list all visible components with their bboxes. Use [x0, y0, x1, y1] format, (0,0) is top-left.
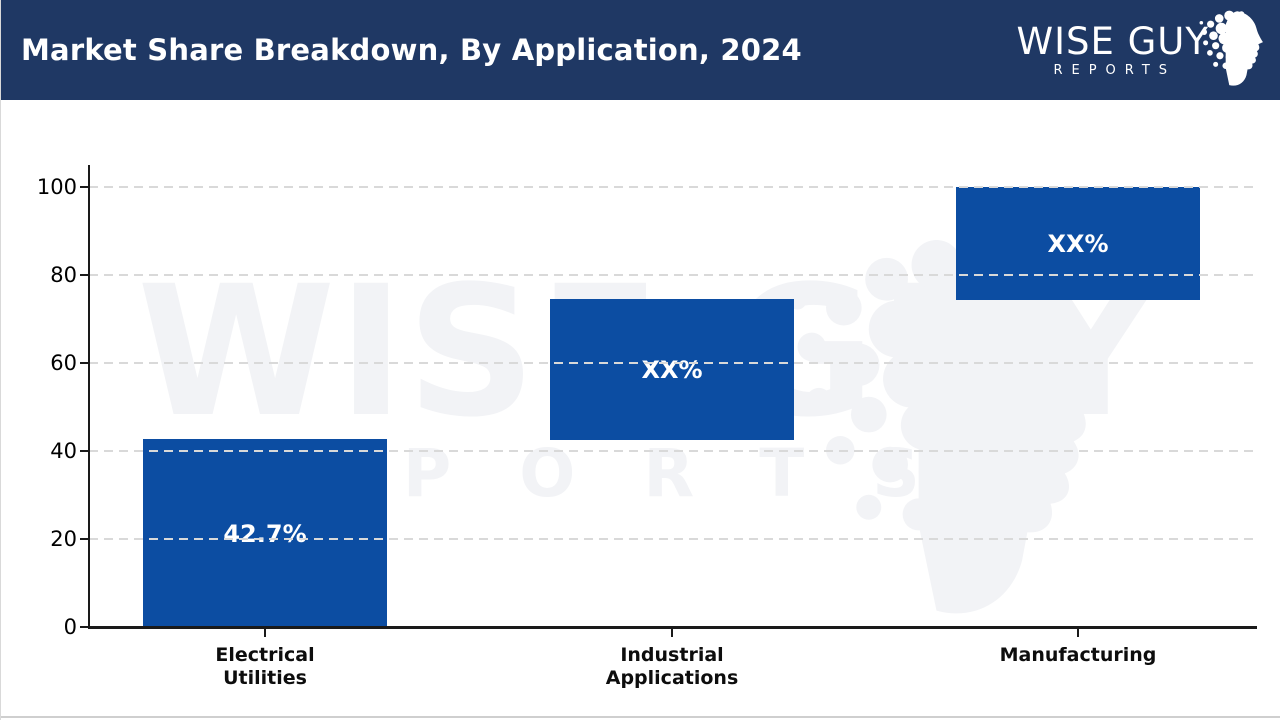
x-tick-mark: [671, 629, 673, 637]
y-tick-mark: [80, 538, 89, 540]
bar-value-label: 42.7%: [223, 519, 307, 548]
chart-title: Market Share Breakdown, By Application, …: [21, 33, 802, 67]
bar-segment: XX%: [550, 299, 794, 441]
y-tick-mark: [80, 186, 89, 188]
image-bottom-border: [1, 716, 1280, 718]
y-axis-spine: [88, 165, 90, 629]
x-category-label: Electrical Utilities: [215, 644, 315, 689]
y-tick-label: 20: [50, 527, 77, 551]
y-gridline: [89, 362, 1254, 364]
y-tick-label: 80: [50, 263, 77, 287]
x-category-label: Manufacturing: [999, 644, 1157, 666]
wise-guy-reports-logo: WISE GUY REPORTS: [1017, 7, 1275, 93]
bar-value-label: XX%: [641, 355, 703, 384]
y-tick-mark: [80, 274, 89, 276]
bar-segment: 42.7%: [143, 439, 387, 628]
y-tick-mark: [80, 450, 89, 452]
y-tick-label: 60: [50, 351, 77, 375]
y-gridline: [89, 186, 1254, 188]
bar-value-label: XX%: [1047, 229, 1109, 258]
bar-segment: XX%: [956, 187, 1200, 301]
x-tick-mark: [264, 629, 266, 637]
y-tick-mark: [80, 362, 89, 364]
header-bar: Market Share Breakdown, By Application, …: [1, 0, 1280, 100]
logo-brand-subtitle: REPORTS: [1053, 63, 1177, 78]
y-gridline: [89, 274, 1254, 276]
y-gridline: [89, 538, 1254, 540]
y-tick-mark: [80, 626, 89, 628]
y-tick-label: 0: [63, 615, 77, 639]
x-axis-spine: [88, 626, 1257, 629]
logo-text: WISE GUY REPORTS: [1017, 23, 1209, 77]
x-tick-mark: [1077, 629, 1079, 637]
x-category-label: Industrial Applications: [605, 644, 739, 689]
y-tick-label: 40: [50, 439, 77, 463]
y-tick-label: 100: [36, 175, 77, 199]
y-gridline: [89, 450, 1254, 452]
logo-brand-name: WISE GUY: [1016, 20, 1209, 63]
